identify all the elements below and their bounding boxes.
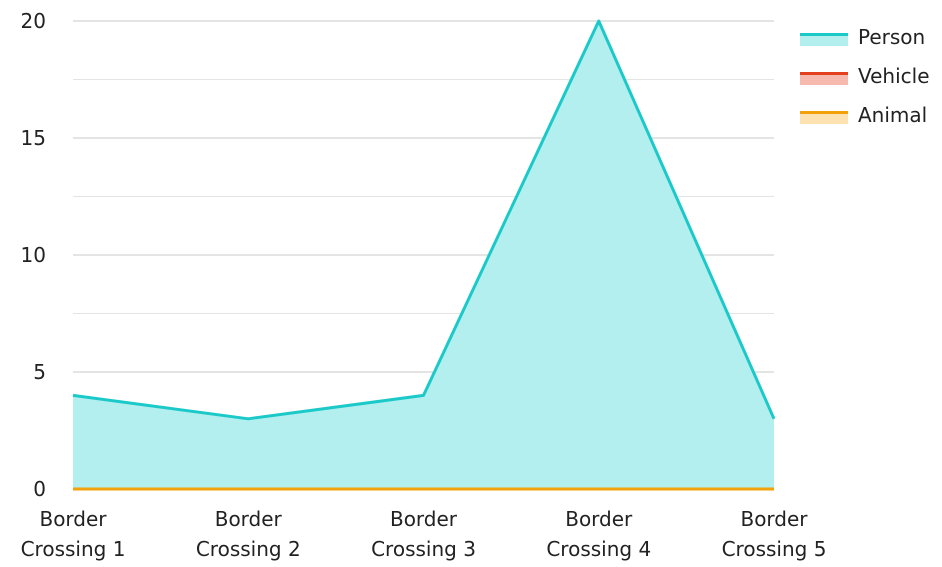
y-axis-ticks: 0 5 10 15 20	[21, 9, 46, 501]
legend-label: Animal	[858, 103, 927, 127]
legend-swatch-line	[800, 33, 848, 36]
legend: Person Vehicle Animal	[800, 25, 930, 127]
y-tick-label: 0	[33, 477, 46, 501]
legend-item-animal[interactable]: Animal	[800, 103, 927, 127]
y-tick-label: 5	[33, 360, 46, 384]
legend-item-vehicle[interactable]: Vehicle	[800, 64, 930, 88]
legend-label: Vehicle	[858, 64, 930, 88]
legend-label: Person	[858, 25, 925, 49]
legend-item-person[interactable]: Person	[800, 25, 925, 49]
y-tick-label: 10	[21, 243, 46, 267]
y-tick-label: 20	[21, 9, 46, 33]
legend-swatch-line	[800, 72, 848, 75]
legend-swatch-line	[800, 111, 848, 114]
y-tick-label: 15	[21, 126, 46, 150]
